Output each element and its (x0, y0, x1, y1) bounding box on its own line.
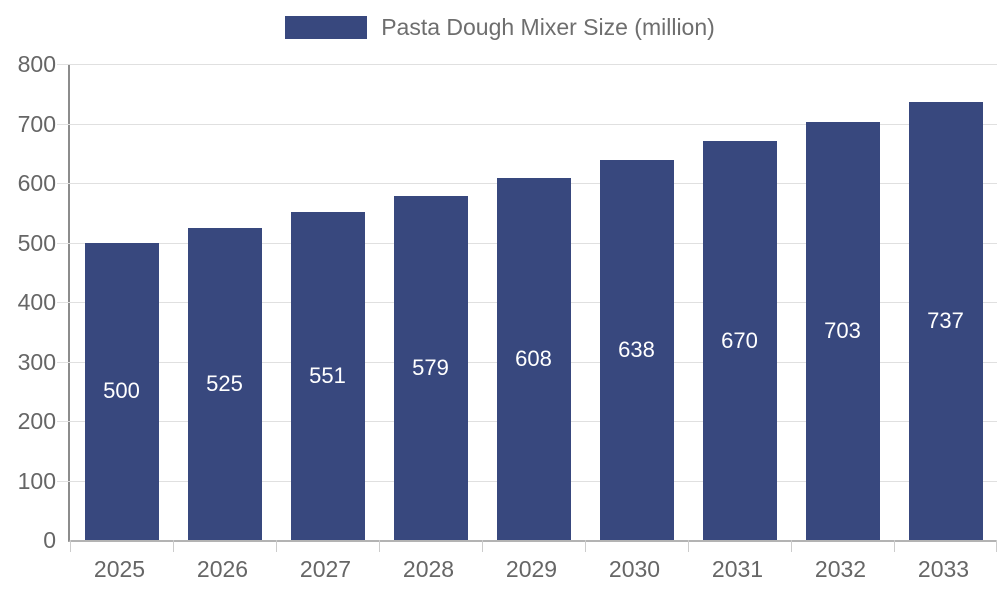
x-axis-tick (996, 540, 997, 552)
bar-value-label: 703 (824, 317, 861, 343)
y-axis-tick-label: 100 (17, 467, 56, 494)
x-axis-tick-label: 2029 (505, 556, 558, 582)
legend-label: Pasta Dough Mixer Size (million) (381, 14, 715, 40)
y-axis-tick-label: 700 (17, 110, 56, 137)
bar-value-label: 670 (721, 327, 758, 353)
x-axis-tick-label: 2026 (196, 556, 249, 582)
x-axis-tick (585, 540, 586, 552)
bar-value-label: 525 (206, 370, 243, 396)
bar-value-label: 638 (618, 337, 655, 363)
x-axis-tick-label: 2031 (711, 556, 764, 582)
bar-value-label: 551 (309, 363, 346, 389)
x-axis-tick-label: 2027 (299, 556, 352, 582)
y-axis-tick-label: 0 (43, 527, 56, 553)
plot-area: 500 525 551 579 608 638 670 703 737 (57, 64, 997, 552)
legend: Pasta Dough Mixer Size (million) (0, 16, 1000, 39)
bar-2028: 579 (393, 195, 468, 540)
x-axis-tick-label: 2032 (814, 556, 867, 582)
y-axis-tick-label: 200 (17, 408, 56, 434)
y-axis-tick-label: 600 (17, 170, 56, 196)
bar-2033: 737 (908, 101, 983, 540)
x-axis-tick-label: 2033 (917, 556, 970, 582)
bar-2029: 608 (496, 178, 571, 540)
x-axis-tick (791, 540, 792, 552)
y-axis-tick-label: 400 (17, 289, 56, 315)
bar-value-label: 737 (927, 307, 964, 333)
legend-swatch (285, 16, 368, 39)
x-axis-tick (894, 540, 895, 552)
bar-value-label: 579 (412, 354, 449, 380)
y-axis-tick-label: 500 (17, 229, 56, 256)
bar-2026: 525 (187, 227, 262, 540)
bar-2031: 670 (702, 141, 777, 540)
x-axis-tick (173, 540, 174, 552)
bar-value-label: 500 (103, 378, 140, 404)
x-axis-tick (379, 540, 380, 552)
x-axis-tick (482, 540, 483, 552)
bar-2025: 500 (84, 242, 159, 540)
y-axis-tick-label: 300 (17, 348, 56, 375)
x-axis-tick (70, 540, 71, 552)
gridline (57, 64, 997, 65)
x-axis-tick-label: 2030 (608, 556, 661, 582)
x-axis-tick (276, 540, 277, 552)
bar-2027: 551 (290, 212, 365, 540)
bar-2032: 703 (805, 121, 880, 540)
x-axis-tick (688, 540, 689, 552)
bar-2030: 638 (599, 160, 674, 540)
x-axis-tick-label: 2025 (93, 556, 146, 582)
y-axis-tick-label: 800 (17, 51, 56, 77)
gridline (57, 123, 997, 125)
bar-value-label: 608 (515, 346, 552, 372)
x-axis-tick-label: 2028 (402, 556, 455, 582)
